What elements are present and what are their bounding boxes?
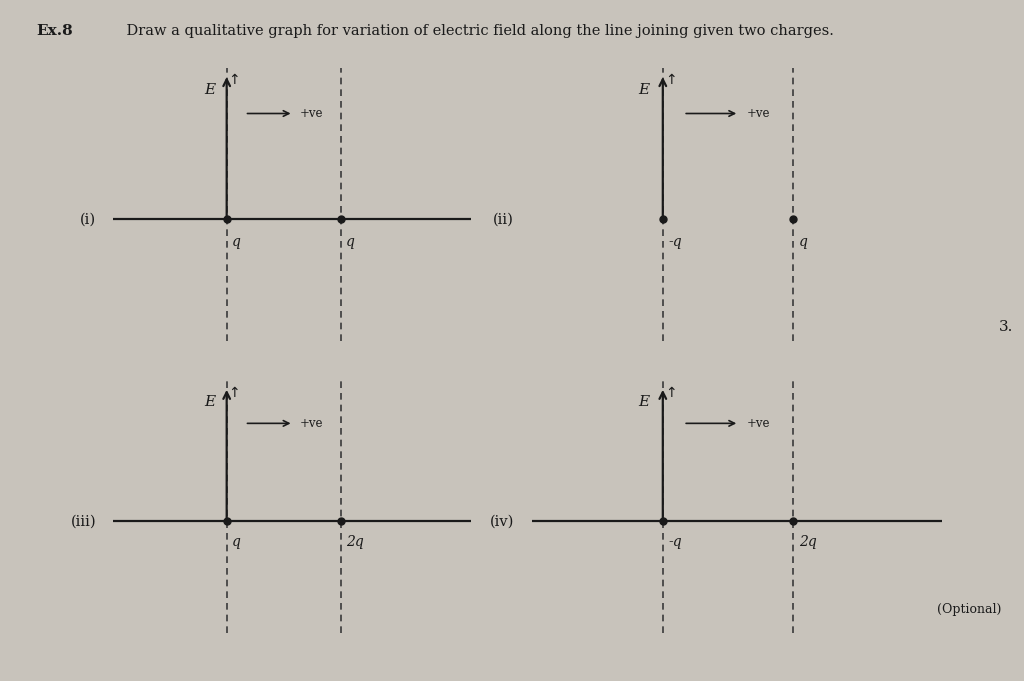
Text: ↑: ↑ xyxy=(665,73,676,86)
Text: E: E xyxy=(204,396,215,409)
Text: q: q xyxy=(231,234,241,249)
Text: +ve: +ve xyxy=(746,107,770,120)
Text: E: E xyxy=(204,83,215,97)
Text: q: q xyxy=(346,234,354,249)
Text: E: E xyxy=(639,396,650,409)
Text: (iv): (iv) xyxy=(489,514,514,528)
Text: Ex.8: Ex.8 xyxy=(36,24,73,38)
Text: +ve: +ve xyxy=(746,417,770,430)
Text: (ii): (ii) xyxy=(493,212,514,227)
Text: -q: -q xyxy=(669,234,682,249)
Text: (i): (i) xyxy=(80,212,96,227)
Text: q: q xyxy=(231,535,241,550)
Text: 2q: 2q xyxy=(799,535,816,550)
Text: (Optional): (Optional) xyxy=(937,603,1001,616)
Text: 2q: 2q xyxy=(346,535,364,550)
Text: ↑: ↑ xyxy=(228,385,240,400)
Text: +ve: +ve xyxy=(300,107,324,120)
Text: +ve: +ve xyxy=(300,417,324,430)
Text: 3.: 3. xyxy=(998,320,1013,334)
Text: q: q xyxy=(799,234,808,249)
Text: E: E xyxy=(639,83,650,97)
Text: -q: -q xyxy=(669,535,682,550)
Text: ↑: ↑ xyxy=(665,385,676,400)
Text: Draw a qualitative graph for variation of electric field along the line joining : Draw a qualitative graph for variation o… xyxy=(108,24,834,38)
Text: (iii): (iii) xyxy=(71,514,96,528)
Text: ↑: ↑ xyxy=(228,73,240,86)
